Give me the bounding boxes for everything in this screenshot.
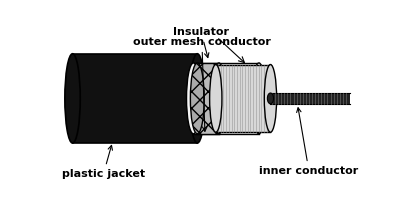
Polygon shape [194, 63, 259, 134]
Ellipse shape [190, 54, 205, 143]
Ellipse shape [212, 63, 226, 134]
Ellipse shape [186, 63, 200, 134]
Ellipse shape [190, 63, 204, 134]
Ellipse shape [264, 64, 277, 132]
Ellipse shape [267, 93, 274, 104]
Text: outer mesh conductor: outer mesh conductor [133, 37, 271, 131]
Ellipse shape [65, 54, 80, 143]
Polygon shape [270, 93, 350, 104]
Text: Insulator: Insulator [173, 27, 229, 58]
Text: plastic jacket: plastic jacket [62, 145, 145, 179]
Polygon shape [72, 54, 197, 143]
Ellipse shape [210, 64, 222, 132]
Ellipse shape [252, 63, 266, 134]
Text: inner conductor: inner conductor [259, 108, 358, 176]
Polygon shape [197, 63, 219, 134]
Polygon shape [216, 64, 270, 132]
